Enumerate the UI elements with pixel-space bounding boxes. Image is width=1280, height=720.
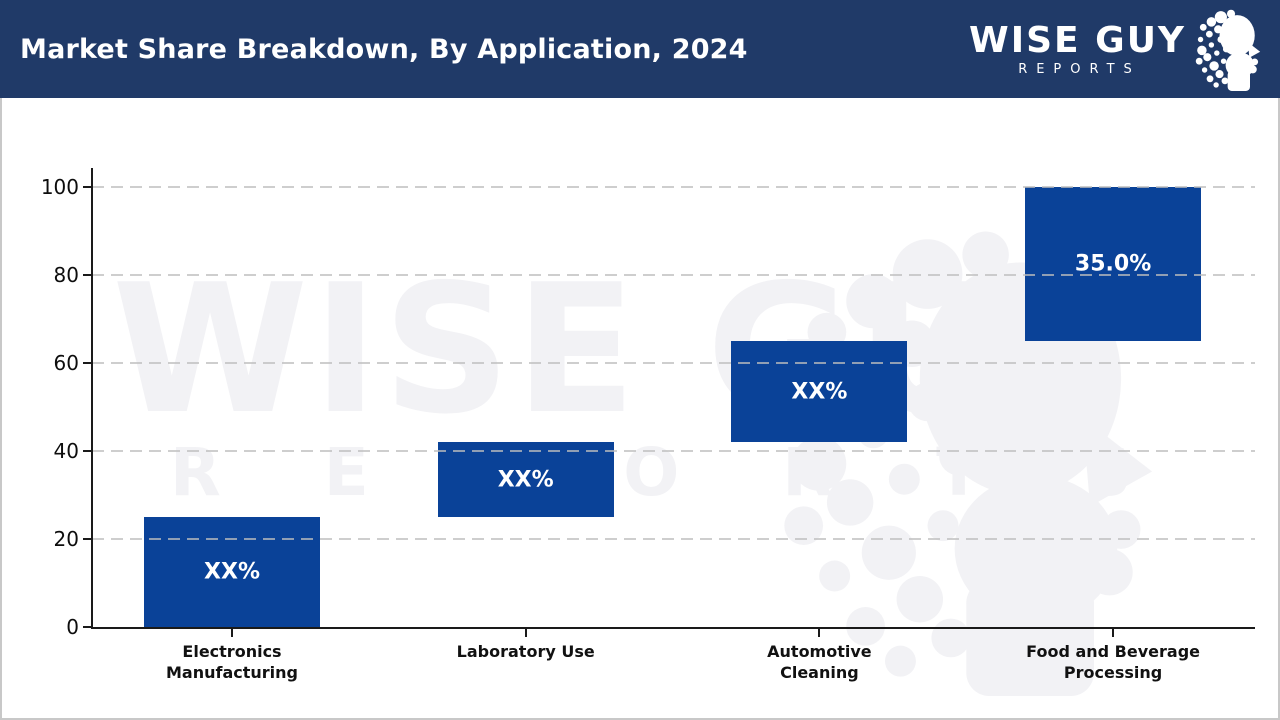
chart-canvas: WISE GUY R E P O R T S XX% XX% XX% 35.0% 0 20… <box>0 98 1280 720</box>
x-category-label: Automotive Cleaning <box>767 642 872 683</box>
page-title: Market Share Breakdown, By Application, … <box>20 33 748 65</box>
gridline <box>92 538 1255 540</box>
y-axis-tick-label: 20 <box>53 527 79 551</box>
logo-subtitle: REPORTS <box>1018 61 1141 77</box>
bar-value-label: 35.0% <box>1074 251 1152 277</box>
waterfall-bar: XX% <box>731 341 908 443</box>
y-axis-tick <box>83 626 92 628</box>
logo-wordmark: WISE GUY <box>968 19 1186 61</box>
waterfall-bar: XX% <box>144 517 320 627</box>
y-axis-tick <box>83 450 92 452</box>
y-axis-tick-label: 40 <box>53 439 79 463</box>
x-axis-tick <box>524 629 527 637</box>
y-axis-tick <box>83 274 92 276</box>
x-axis-tick <box>818 629 821 637</box>
logo-text: WISE GUY REPORTS <box>968 19 1186 77</box>
y-axis-tick-label: 60 <box>53 351 79 375</box>
gridline <box>92 274 1255 276</box>
wise-guy-logo: WISE GUY REPORTS <box>969 7 1266 91</box>
x-category-label: Laboratory Use <box>456 642 595 661</box>
y-axis-tick <box>83 362 92 364</box>
y-axis-tick-label: 0 <box>66 615 79 639</box>
y-axis-tick <box>83 538 92 540</box>
waterfall-bar: 35.0% <box>1025 187 1202 341</box>
x-axis-tick <box>1112 629 1115 637</box>
x-axis-tick <box>231 629 233 637</box>
y-axis-tick-label: 80 <box>53 263 79 287</box>
x-category-label: Food and Beverage Processing <box>1026 642 1200 683</box>
x-axis-line <box>91 627 1255 629</box>
gridline <box>92 186 1255 188</box>
gridline <box>92 362 1255 364</box>
y-axis-tick <box>83 186 92 188</box>
bar-value-label: XX% <box>497 467 554 493</box>
bar-value-label: XX% <box>791 379 848 405</box>
gridline <box>92 450 1255 452</box>
x-category-label: Electronics Manufacturing <box>166 642 298 683</box>
dotted-head-icon <box>1195 9 1261 91</box>
y-axis-tick-label: 100 <box>40 175 79 199</box>
header-bar: Market Share Breakdown, By Application, … <box>0 0 1280 98</box>
bar-value-label: XX% <box>204 559 260 585</box>
waterfall-bar: XX% <box>437 442 614 517</box>
y-axis-line <box>91 168 93 629</box>
